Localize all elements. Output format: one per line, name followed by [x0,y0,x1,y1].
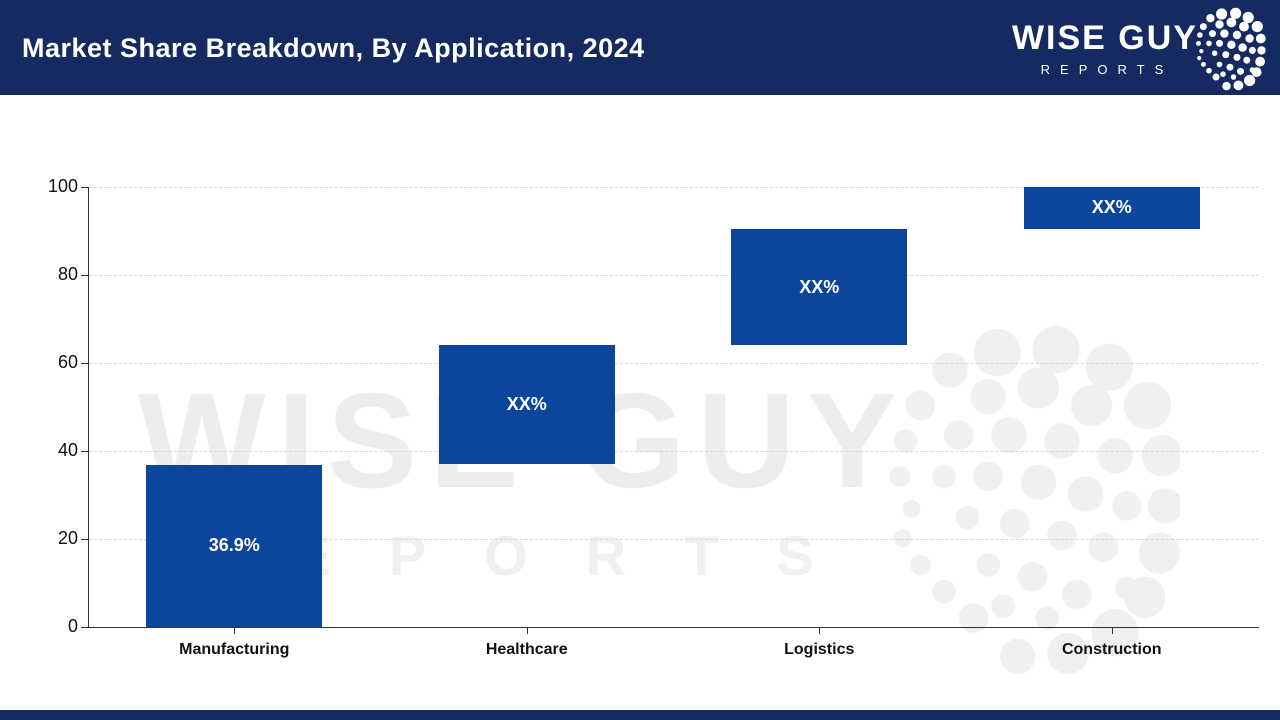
y-axis-tick-label: 80 [57,264,78,284]
y-axis-tick-label: 0 [67,616,78,636]
footer-bar [0,710,1280,720]
gridline [89,363,1259,364]
x-axis-category-label: Logistics [784,641,855,658]
y-tick-mark [81,363,88,364]
gridline [89,275,1259,276]
x-tick-mark [234,628,236,634]
bar-value-label: XX% [506,394,547,415]
x-tick-mark [1111,628,1113,634]
bar-construction: XX% [1023,187,1200,229]
brand-subname: REPORTS [1040,62,1174,77]
page-title: Market Share Breakdown, By Application, … [22,33,645,63]
chart-canvas: WISE GUY REPORTS 0 20 40 60 80 100 36.9% Manufa… [0,95,1280,710]
header-bar: Market Share Breakdown, By Application, … [0,0,1280,95]
brand-name: WISE GUY [1011,19,1198,57]
bar-healthcare: XX% [438,345,615,465]
x-axis-category-label: Manufacturing [179,641,290,658]
bar-value-label: XX% [799,276,840,297]
bar-value-label: XX% [1091,197,1132,218]
y-tick-mark [81,451,88,452]
watermark-dot-head-icon [889,325,1180,675]
y-axis-tick-label: 40 [57,440,78,460]
bar-logistics: XX% [731,228,908,346]
brand-logo-text: WISE GUY REPORTS [1012,21,1198,77]
y-axis-line [88,187,89,628]
x-axis-category-label: Construction [1061,641,1162,658]
brand-dot-head-icon [1196,7,1266,91]
y-axis-tick-label: 60 [57,352,78,372]
bar-value-label: 36.9% [208,535,260,556]
x-axis-line [88,627,1259,628]
y-tick-mark [81,627,88,628]
y-axis-tick-label: 20 [57,528,78,548]
x-tick-mark [526,628,528,634]
y-axis-tick-label: 100 [47,176,78,196]
gridline [89,187,1259,188]
x-axis-category-label: Healthcare [485,641,568,658]
y-tick-mark [81,187,88,188]
y-tick-mark [81,539,88,540]
gridline [89,451,1259,452]
bar-manufacturing: 36.9% [146,464,323,627]
y-tick-mark [81,275,88,276]
x-tick-mark [819,628,821,634]
brand-logo: WISE GUY REPORTS [1012,7,1266,91]
gridline [89,539,1259,540]
